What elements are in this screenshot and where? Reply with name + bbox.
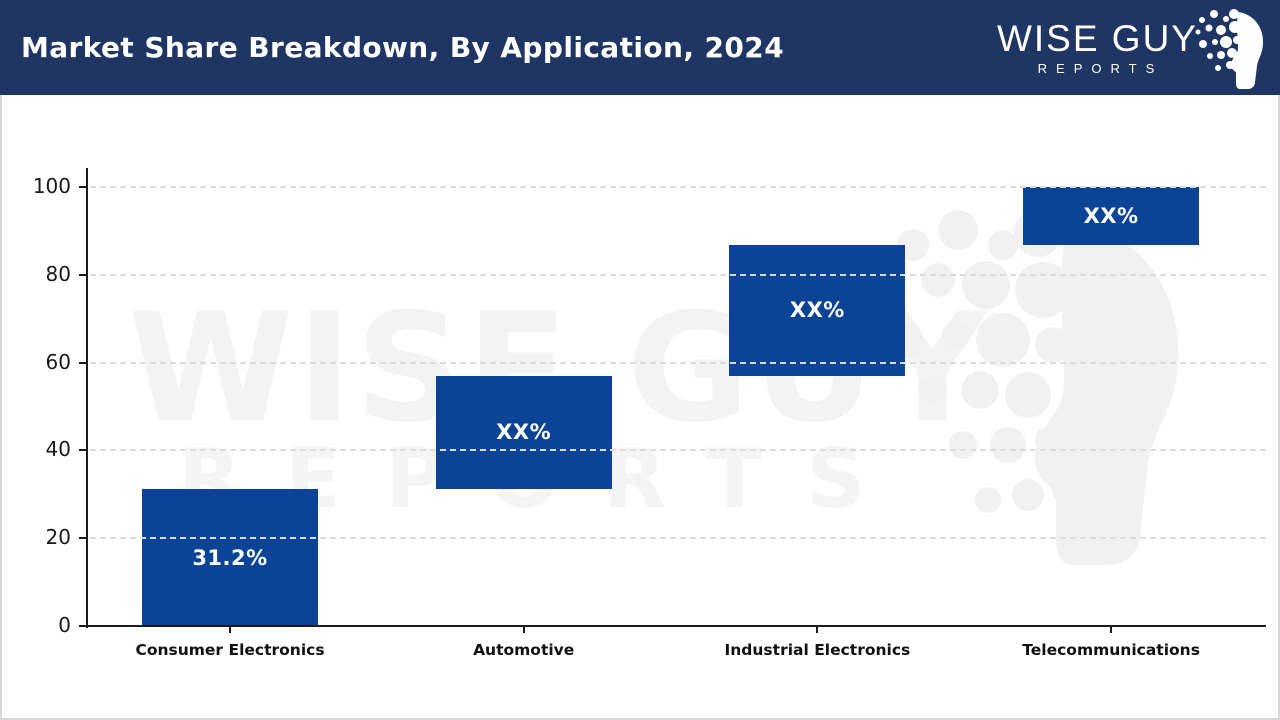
x-axis-label: Consumer Electronics	[135, 641, 325, 659]
x-tick	[229, 627, 231, 633]
x-tick	[522, 627, 525, 633]
y-tick-label: 0	[58, 613, 71, 637]
header-bar: Market Share Breakdown, By Application, …	[0, 0, 1280, 95]
gridline	[90, 186, 1266, 188]
y-tick	[79, 361, 86, 364]
brand-logo: WISE GUY REPORTS	[997, 0, 1266, 95]
watermark-dotted-face-icon	[881, 209, 1179, 565]
gridline	[90, 537, 1266, 540]
y-tick-label: 100	[32, 174, 71, 198]
page-title: Market Share Breakdown, By Application, …	[21, 31, 785, 64]
brand-name: WISE GUY	[996, 18, 1198, 59]
y-tick-label: 60	[45, 349, 71, 374]
bar-value-label: 31.2%	[192, 545, 268, 570]
x-axis	[86, 625, 1266, 627]
dotted-face-icon	[1195, 8, 1264, 89]
bar-value-label: XX%	[789, 298, 845, 323]
x-tick	[816, 627, 819, 633]
bar-value-label: XX%	[1083, 203, 1139, 228]
bar-telecommunications	[1023, 187, 1200, 245]
bar-value-label: XX%	[496, 420, 552, 445]
gridline	[90, 361, 1266, 364]
x-axis-label: Automotive	[473, 641, 575, 659]
y-tick	[79, 537, 86, 540]
bar-industrial-electronics	[729, 244, 906, 376]
y-tick-label: 20	[45, 525, 71, 550]
brand-subtitle: REPORTS	[1037, 61, 1164, 76]
y-tick	[79, 186, 86, 188]
gridline	[90, 449, 1266, 452]
gridline	[90, 273, 1266, 276]
bar-consumer-electronics	[142, 489, 318, 626]
y-tick	[79, 273, 86, 276]
y-tick	[79, 449, 86, 452]
x-tick	[1110, 627, 1113, 633]
x-axis-label: Telecommunications	[1022, 641, 1200, 659]
y-tick-label: 80	[45, 261, 71, 286]
brand-logo-text: WISE GUY REPORTS	[997, 20, 1198, 75]
x-axis-label: Industrial Electronics	[724, 641, 911, 659]
y-tick	[79, 625, 86, 627]
bar-automotive	[435, 375, 612, 490]
y-axis	[86, 168, 88, 628]
y-tick-label: 40	[45, 437, 71, 462]
